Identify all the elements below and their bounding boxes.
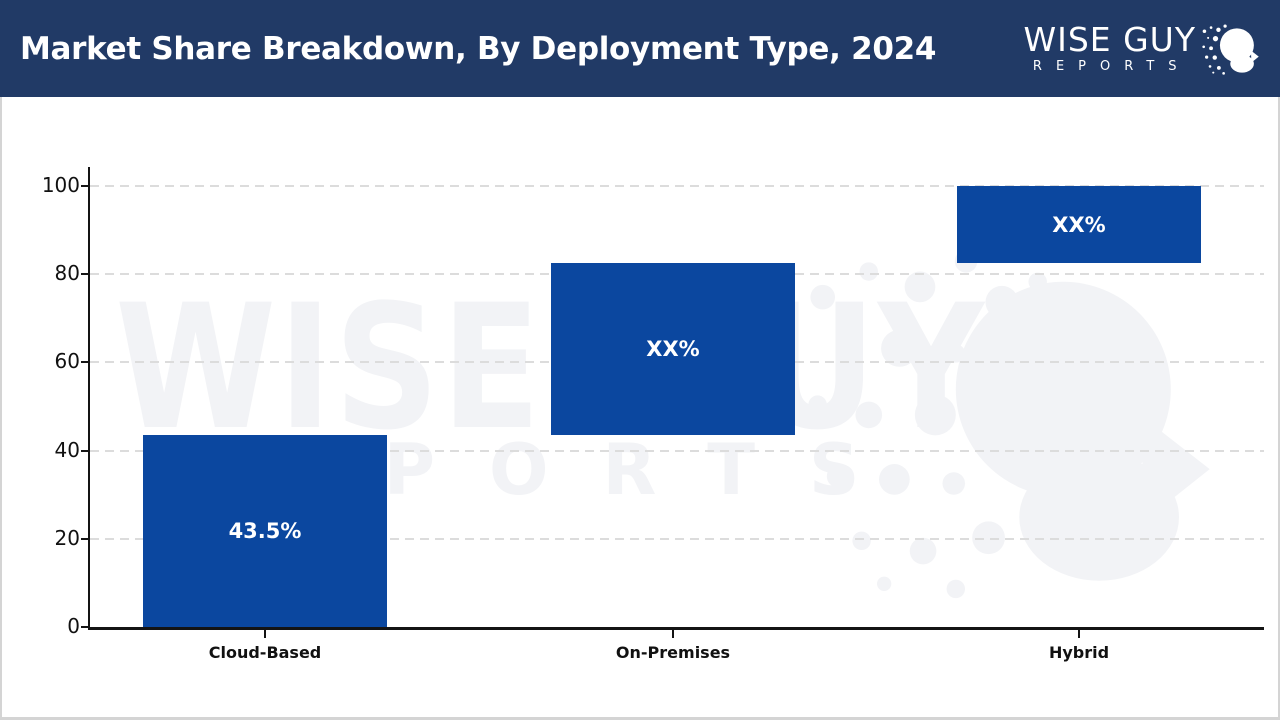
x-axis-line: [88, 627, 1264, 630]
plot: 0 20 40 60 80 100 43.5% Cloud-Based XX% On-Premis…: [2, 97, 1278, 717]
y-tick-mark-80: [81, 273, 90, 276]
y-tick-label-100: 100: [41, 173, 80, 197]
bar-value-label: XX%: [1052, 212, 1106, 237]
x-tick-mark-1: [672, 630, 674, 638]
chart-area: WISE GUY REPORTS 0 20 40 60 80 100 43.5% Cloud-…: [0, 97, 1280, 720]
y-tick-label-40: 40: [54, 437, 80, 462]
x-tick-mark-0: [264, 630, 266, 638]
y-tick-mark-20: [81, 537, 90, 540]
brand-logo: WISE GUY REPORTS: [1023, 12, 1262, 86]
brand-logo-text: WISE GUY REPORTS: [1023, 19, 1196, 75]
x-tick-label-2: Hybrid: [1048, 643, 1110, 662]
bar-value-label: 43.5%: [228, 519, 302, 544]
y-tick-mark-60: [81, 361, 90, 364]
bar-value-label: XX%: [646, 337, 700, 362]
y-tick-mark-40: [81, 449, 90, 452]
y-tick-label-0: 0: [67, 614, 80, 638]
y-tick-label-60: 60: [54, 349, 80, 374]
x-tick-label-1: On-Premises: [615, 643, 731, 662]
gridline-100: [90, 185, 1264, 187]
bar-cloud-based: 43.5%: [143, 435, 387, 627]
x-tick-mark-2: [1078, 630, 1080, 638]
bar-on-premises: XX%: [551, 263, 795, 436]
y-tick-mark-0: [81, 626, 90, 628]
bar-hybrid: XX%: [957, 186, 1201, 264]
y-tick-label-20: 20: [54, 525, 80, 550]
y-axis-line: [88, 167, 90, 629]
y-tick-label-80: 80: [54, 261, 80, 286]
page-title: Market Share Breakdown, By Deployment Ty…: [20, 30, 937, 67]
gridline-40: [90, 449, 1264, 452]
watermark-text-1: WISE GUY: [115, 267, 986, 468]
brand-subtitle: REPORTS: [1032, 59, 1191, 75]
brand-name: WISE GUY: [1023, 19, 1196, 59]
watermark-head-icon: [808, 250, 1210, 599]
brand-head-icon: [1202, 23, 1259, 75]
header: Market Share Breakdown, By Deployment Ty…: [0, 0, 1280, 97]
y-tick-mark-100: [81, 185, 90, 187]
gridline-20: [90, 537, 1264, 540]
x-tick-label-0: Cloud-Based: [208, 643, 322, 662]
